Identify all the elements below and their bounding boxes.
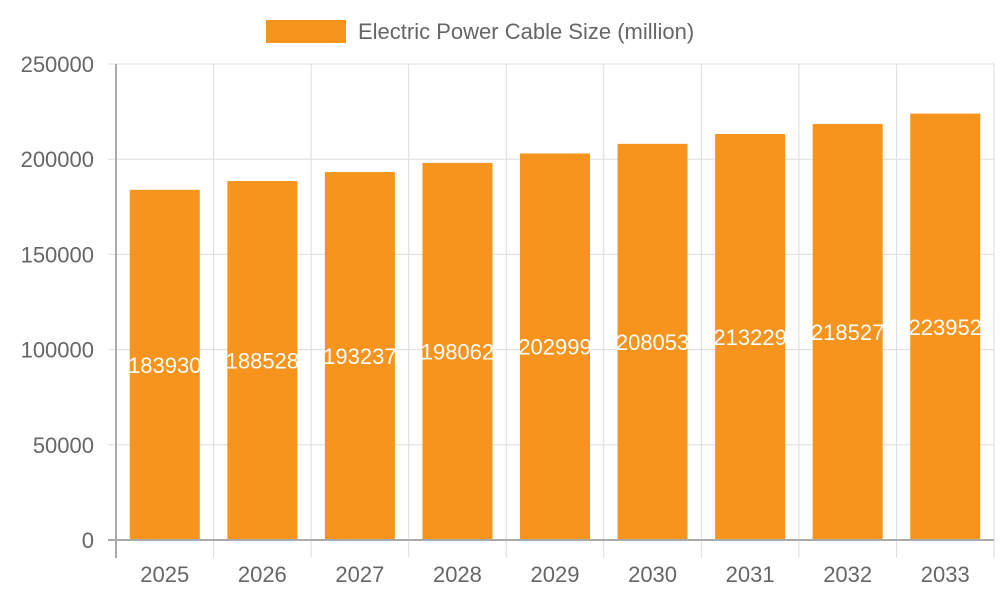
x-tick-label: 2027 [335,562,384,587]
bar-2029 [520,153,590,540]
data-label: 183930 [128,353,201,378]
data-label: 208053 [616,330,689,355]
y-tick-label: 250000 [21,52,94,77]
y-tick-label: 50000 [33,433,94,458]
y-tick-label: 200000 [21,147,94,172]
bar-2026 [227,181,298,540]
x-tick-label: 2031 [726,562,775,587]
x-tick-label: 2032 [823,562,872,587]
legend-swatch [266,20,346,43]
x-tick-label: 2033 [921,562,970,587]
bar-2031 [715,134,786,541]
x-tick-label: 2026 [238,562,287,587]
bar-2027 [324,172,395,540]
bar-2025 [129,189,200,540]
bar-2030 [617,143,688,541]
bar-2032 [812,123,883,540]
x-tick-label: 2028 [433,562,482,587]
bar-2033 [910,113,981,540]
data-label: 193237 [323,344,396,369]
axes: 0 50000 100000 150000 200000 250000 2025 2026 20… [21,52,994,587]
bars: 183930 188528 193237 198062 202999 208053 2132… [128,113,982,541]
bar-2028 [422,162,493,540]
x-tick-label: 2025 [140,562,189,587]
data-label: 218527 [811,320,884,345]
data-label: 223952 [909,315,982,340]
data-label: 198062 [421,339,494,364]
data-label: 202999 [518,335,591,360]
legend-label: Electric Power Cable Size (million) [358,19,694,44]
data-label: 188528 [226,349,299,374]
y-tick-label: 0 [82,528,94,553]
data-label: 213229 [713,325,786,350]
x-tick-label: 2030 [628,562,677,587]
y-tick-label: 100000 [21,338,94,363]
legend[interactable]: Electric Power Cable Size (million) [266,19,694,44]
x-tick-label: 2029 [531,562,580,587]
y-tick-label: 150000 [21,242,94,267]
